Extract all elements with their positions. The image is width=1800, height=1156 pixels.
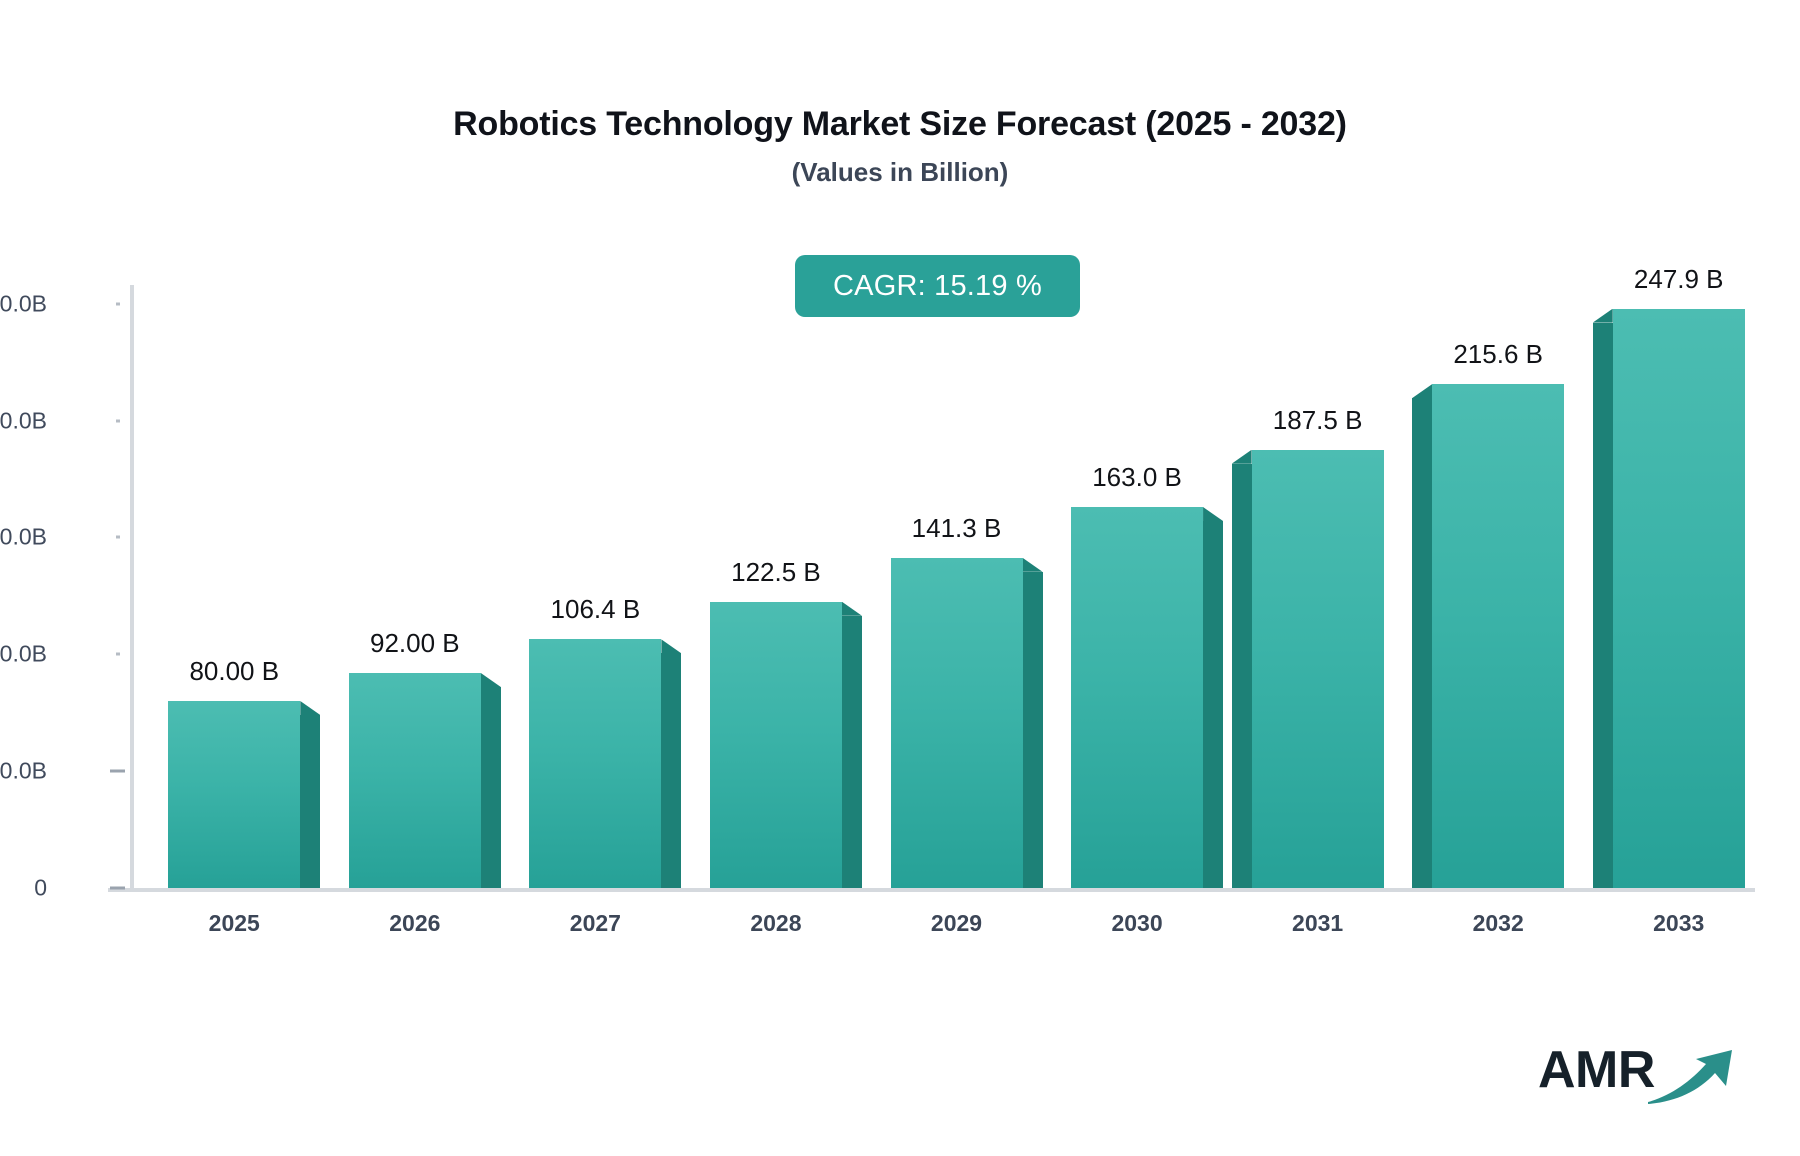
x-tick-label-2030: 2030 (1111, 910, 1163, 936)
bar-2027[interactable]: 106.4 B (529, 594, 682, 888)
y-tick-mark (110, 886, 125, 890)
bar-2033[interactable]: 247.9 B (1592, 264, 1745, 888)
bar-face (348, 672, 481, 888)
bar-value-label: 215.6 B (1453, 339, 1543, 370)
bar-2028[interactable]: 122.5 B (709, 557, 862, 888)
bar-side-cap (1022, 557, 1043, 572)
y-tick-mark (116, 652, 120, 656)
bar-side-cap (661, 639, 682, 654)
bar-value-label: 106.4 B (550, 594, 641, 625)
y-tick-label: 100.0B (0, 640, 47, 667)
bar-face (168, 701, 301, 888)
bar-side-cap (1592, 308, 1613, 323)
x-tick-label-2033: 2033 (1653, 910, 1705, 936)
growth-arrow-icon (1648, 1050, 1732, 1104)
x-axis-line (108, 888, 1755, 892)
bar-side-cap (480, 672, 501, 687)
bar-face (1071, 507, 1204, 888)
amr-logo: AMR (1538, 1040, 1738, 1115)
bar-value-label: 92.00 B (370, 627, 460, 658)
bar-2029[interactable]: 141.3 B (890, 513, 1043, 888)
logo-wordmark: AMR (1538, 1041, 1655, 1099)
bar-value-label: 247.9 B (1633, 263, 1724, 294)
bar-side-shadow (1592, 322, 1613, 888)
bar-2031[interactable]: 187.5 B (1231, 405, 1384, 888)
bar-face (890, 557, 1023, 888)
bar-side-shadow (1203, 521, 1224, 888)
y-tick-mark (116, 419, 120, 423)
bar-face (709, 601, 842, 888)
bar-side-shadow (1022, 571, 1043, 888)
bar-value-label: 141.3 B (911, 512, 1002, 543)
x-tick-label-2028: 2028 (750, 910, 802, 936)
chart-subtitle: (Values in Billion) (791, 157, 1009, 188)
bar-2030[interactable]: 163.0 B (1071, 462, 1224, 888)
bar-side-shadow (1231, 463, 1252, 888)
x-tick-label-2031: 2031 (1292, 910, 1344, 936)
bar-side-shadow (1412, 398, 1433, 888)
bar-side-cap (1231, 449, 1252, 464)
x-tick-label-2032: 2032 (1472, 910, 1524, 936)
bar-value-label: 80.00 B (189, 656, 280, 687)
bar-side-shadow (480, 686, 501, 888)
bar-2026[interactable]: 92.00 B (348, 628, 501, 888)
y-tick-label: 50.0B (0, 757, 47, 784)
y-tick-label: 200.0B (0, 407, 47, 434)
bar-side-shadow (300, 715, 321, 888)
bar-value-label: 163.0 B (1092, 462, 1182, 493)
bar-face (1432, 384, 1565, 888)
bar-face (1612, 308, 1745, 888)
bar-value-label: 122.5 B (731, 556, 821, 587)
page-title: Robotics Technology Market Size Forecast… (453, 105, 1347, 143)
y-tick-label: 0 (34, 874, 47, 901)
plot-area: 0 50.0B 100.0B 150.0B 200.0B 250.0B 80.00 B 92… (0, 264, 1755, 936)
bar-side-cap (300, 701, 321, 716)
bar-face (1251, 449, 1384, 888)
bar-side-shadow (841, 615, 862, 888)
bar-2032[interactable]: 215.6 B (1412, 339, 1565, 888)
x-tick-label-2029: 2029 (930, 910, 983, 936)
title-block: Robotics Technology Market Size Forecast… (0, 105, 1800, 188)
y-axis-line (130, 285, 134, 888)
x-tick-label-2025: 2025 (208, 910, 260, 936)
y-tick-label: 250.0B (0, 290, 47, 317)
bar-side-cap (841, 601, 862, 616)
y-tick-mark (110, 769, 125, 773)
y-tick-mark (116, 302, 120, 306)
x-tick-label-2027: 2027 (569, 910, 621, 936)
y-tick-label: 150.0B (0, 523, 47, 550)
bar-2025[interactable]: 80.00 B (168, 656, 321, 888)
bar-side-cap (1412, 384, 1433, 399)
bar-value-label: 187.5 B (1272, 404, 1363, 435)
bar-side-cap (1203, 507, 1224, 522)
cagr-badge-label: CAGR: 15.19 % (833, 269, 1042, 302)
bar-side-shadow (661, 653, 682, 888)
x-tick-label-2026: 2026 (389, 910, 441, 936)
cagr-badge: CAGR: 15.19 % (795, 255, 1080, 317)
bar-face (529, 639, 662, 888)
y-tick-mark (116, 535, 120, 539)
